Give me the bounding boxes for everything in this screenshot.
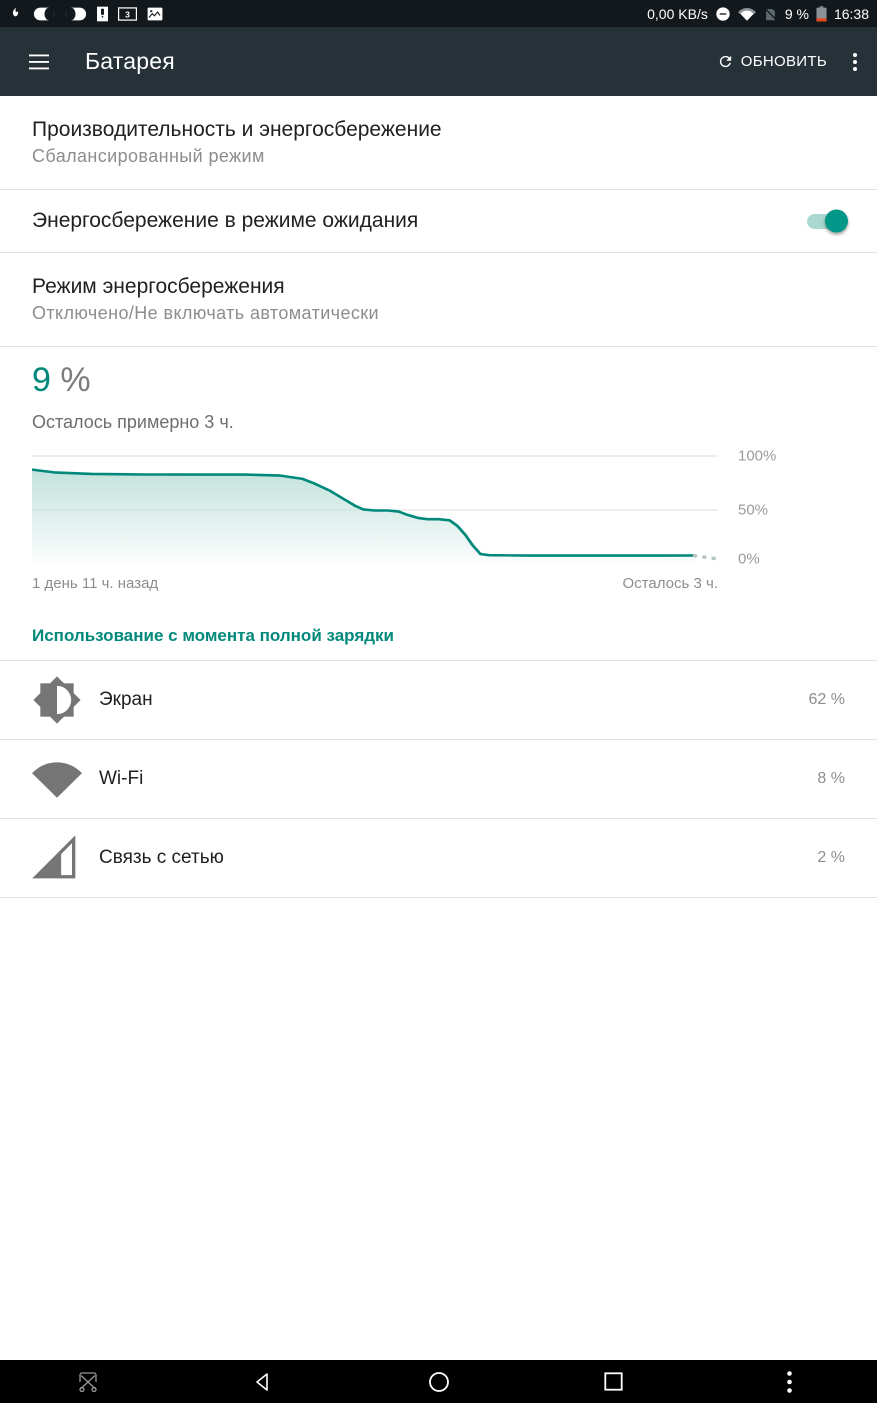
- svg-text:3: 3: [125, 9, 130, 19]
